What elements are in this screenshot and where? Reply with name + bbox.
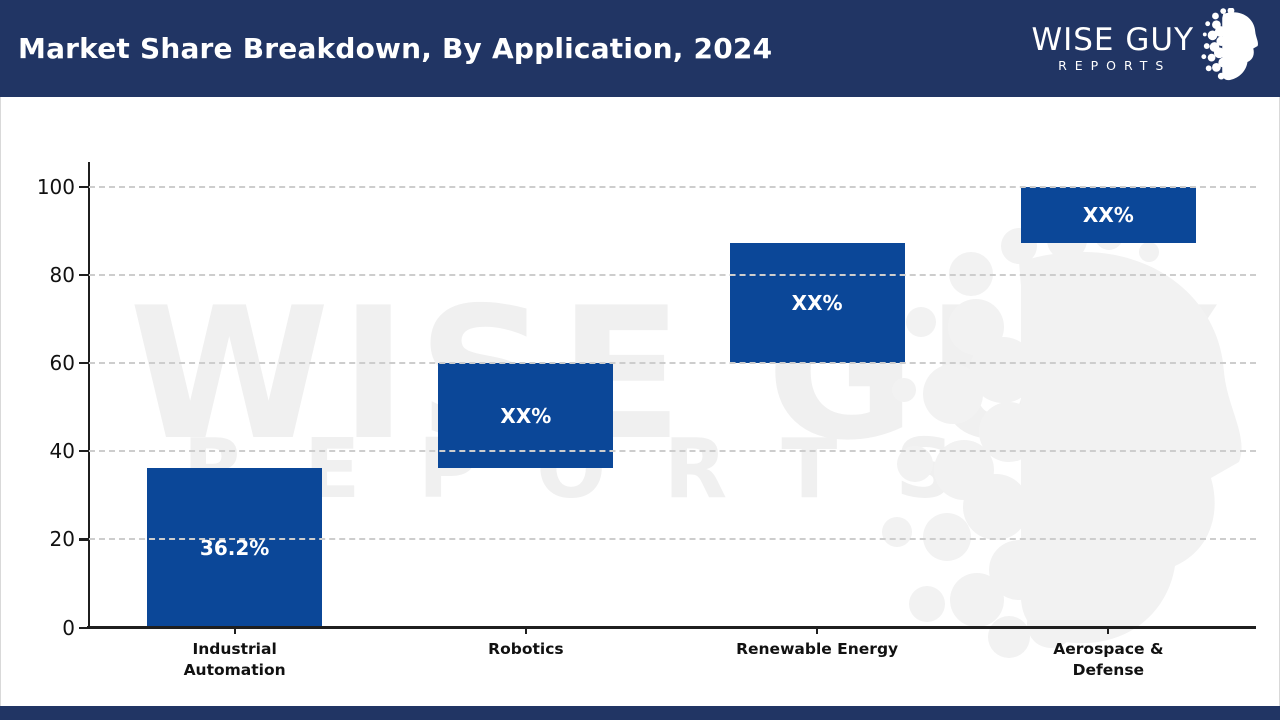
x-axis-line [87, 626, 1256, 629]
logo-wiseguy-text: WISE GUY [1031, 21, 1194, 58]
gridline-80 [89, 274, 1256, 277]
wiseguy-head-logo-icon [1198, 6, 1262, 90]
y-axis-tick [79, 626, 89, 629]
gridline-20 [89, 538, 1256, 541]
footer-bar [0, 706, 1280, 720]
bar-renewable-energy [729, 242, 905, 364]
header-bar: Market Share Breakdown, By Application, … [0, 0, 1280, 97]
y-axis-line [87, 162, 90, 628]
wiseguy-head-watermark-icon [859, 220, 1269, 676]
x-axis-tick [233, 628, 236, 634]
logo-text: WISE GUY REPORTS [1031, 21, 1194, 73]
y-axis-tick [79, 450, 89, 453]
wiseguy-logo: WISE GUY REPORTS [1031, 6, 1262, 90]
y-axis-tick-label: 20 [49, 527, 75, 552]
bar-value-label-renewable-energy: XX% [791, 291, 843, 316]
y-axis-tick [79, 538, 89, 541]
chart-plot-area: WISE GUY REPORTS 0 20 40 60 80 100 36.2% Indust… [0, 97, 1280, 706]
bar-aerospace-defense [1020, 187, 1196, 243]
x-axis-tick [524, 628, 527, 634]
y-axis-tick-label: 60 [49, 351, 75, 376]
category-label-renewable-energy: Renewable Energy [702, 639, 932, 660]
y-axis-tick-label: 80 [49, 263, 75, 288]
category-label-line: Renewable Energy [736, 640, 899, 658]
y-axis-tick [79, 362, 89, 365]
category-label-line: Industrial [192, 640, 277, 658]
page-title: Market Share Breakdown, By Application, … [18, 32, 773, 65]
y-axis-tick-label: 0 [62, 615, 75, 640]
category-label-industrial-automation: Industrial Automation [120, 639, 350, 681]
y-axis-tick [79, 274, 89, 277]
x-axis-tick [1107, 628, 1110, 634]
y-axis-tick [79, 186, 89, 189]
bar-industrial-automation [147, 468, 323, 628]
bar-value-label-aerospace-defense: XX% [1082, 202, 1134, 227]
gridline-60 [89, 362, 1256, 365]
logo-reports-text: REPORTS [1058, 57, 1172, 73]
category-label-robotics: Robotics [411, 639, 641, 660]
category-label-line: Automation [183, 661, 286, 679]
y-axis-tick-label: 40 [49, 439, 75, 464]
category-label-line: Defense [1072, 661, 1145, 679]
category-label-line: Aerospace & [1053, 640, 1164, 658]
bar-value-label-industrial-automation: 36.2% [199, 535, 270, 560]
gridline-100 [89, 186, 1256, 188]
gridline-40 [89, 450, 1256, 453]
category-label-line: Robotics [488, 640, 564, 658]
y-axis-tick-label: 100 [36, 175, 75, 199]
x-axis-tick [816, 628, 819, 634]
bar-value-label-robotics: XX% [500, 403, 552, 428]
category-label-aerospace-defense: Aerospace & Defense [993, 639, 1223, 681]
